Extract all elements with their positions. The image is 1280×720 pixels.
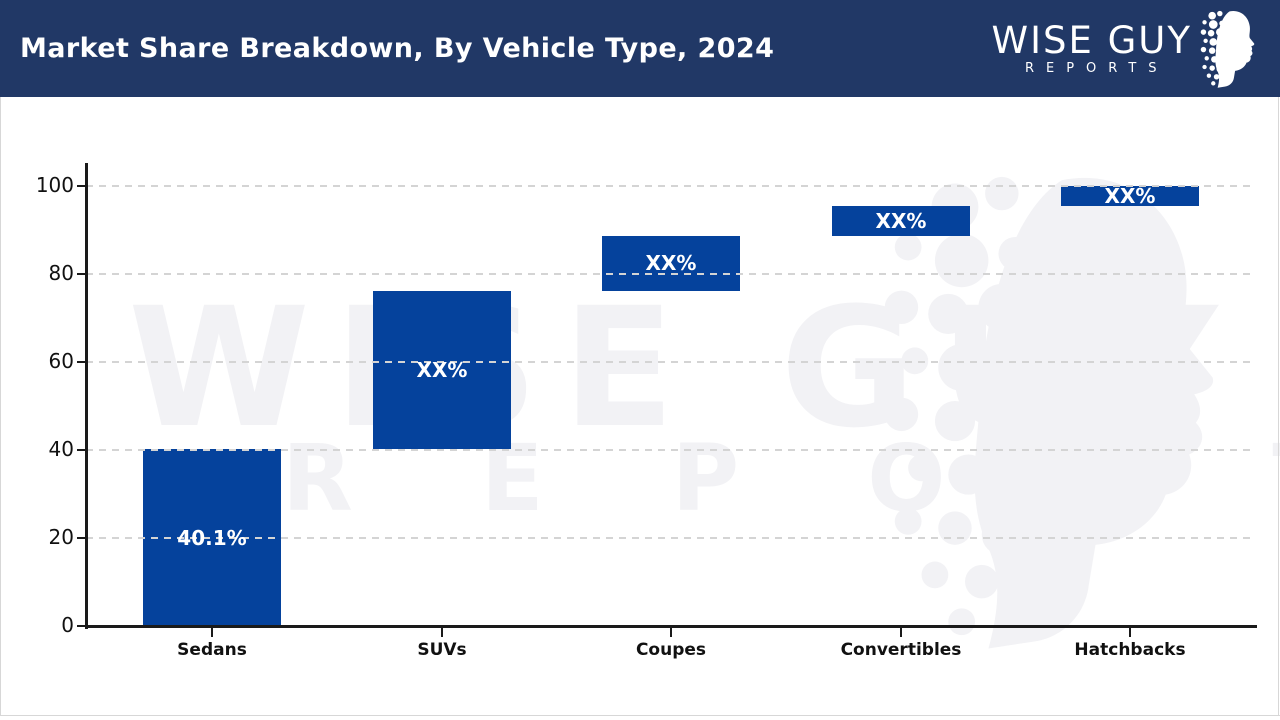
bar-value-label: XX% (1104, 183, 1156, 208)
y-axis-tick-label: 20 (48, 524, 74, 549)
y-gridline (86, 272, 1256, 275)
y-axis-tick-mark (77, 536, 86, 539)
y-axis-tick-label: 0 (61, 613, 74, 637)
x-axis-tick-mark (1129, 628, 1131, 637)
page-border-left (0, 97, 1, 715)
y-axis-tick-mark (77, 360, 86, 363)
y-gridline (86, 536, 1256, 539)
waterfall-bar-coupes (602, 235, 740, 291)
bar-value-label-box: XX% (832, 206, 970, 236)
page-border-right (1278, 97, 1279, 715)
x-axis-category-label: Convertibles (840, 640, 962, 660)
x-axis-category-label: Coupes (635, 640, 707, 660)
bar-value-label: 40.1% (177, 525, 247, 550)
x-axis-tick-mark (900, 628, 902, 637)
y-axis-tick-mark (77, 448, 86, 451)
x-axis-tick-mark (441, 628, 443, 637)
y-axis-tick-mark (77, 625, 86, 627)
bar-value-label-box: XX% (373, 291, 511, 450)
logo-subtitle: REPORTS (1024, 61, 1169, 76)
y-axis-line (85, 163, 88, 629)
bar-value-label: XX% (416, 358, 468, 383)
y-axis-tick-mark (77, 272, 86, 275)
x-axis-category-label: SUVs (417, 640, 467, 660)
y-axis-tick-label: 100 (35, 172, 74, 197)
y-axis-tick-mark (77, 184, 86, 187)
header-band: Market Share Breakdown, By Vehicle Type,… (0, 0, 1280, 97)
y-gridline (86, 360, 1256, 363)
wiseguy-logo-text: WISE GUY REPORTS (992, 22, 1192, 75)
bar-value-label-box: XX% (602, 236, 740, 291)
page-title: Market Share Breakdown, By Vehicle Type,… (20, 33, 775, 64)
y-axis-tick-label: 80 (48, 260, 74, 285)
x-axis-tick-mark (670, 628, 672, 637)
bar-value-label: XX% (875, 208, 927, 233)
bar-value-label-box: XX% (1061, 183, 1199, 208)
y-axis-tick-label: 40 (48, 436, 74, 461)
x-axis-line (85, 625, 1257, 628)
logo-wordmark: WISE GUY (991, 19, 1192, 62)
bar-value-label-box: 40.1% (143, 449, 281, 626)
x-axis-category-label: Hatchbacks (1074, 640, 1186, 660)
x-axis-category-label: Sedans (177, 640, 247, 660)
waterfall-bar-suvs (373, 290, 511, 450)
y-axis-tick-label: 60 (48, 348, 74, 373)
page-border-bottom (0, 715, 1280, 716)
bar-value-label: XX% (645, 251, 697, 276)
y-gridline (86, 448, 1256, 451)
y-gridline (86, 184, 1256, 187)
wiseguy-logo: WISE GUY REPORTS (992, 8, 1258, 90)
x-axis-tick-mark (211, 628, 213, 637)
